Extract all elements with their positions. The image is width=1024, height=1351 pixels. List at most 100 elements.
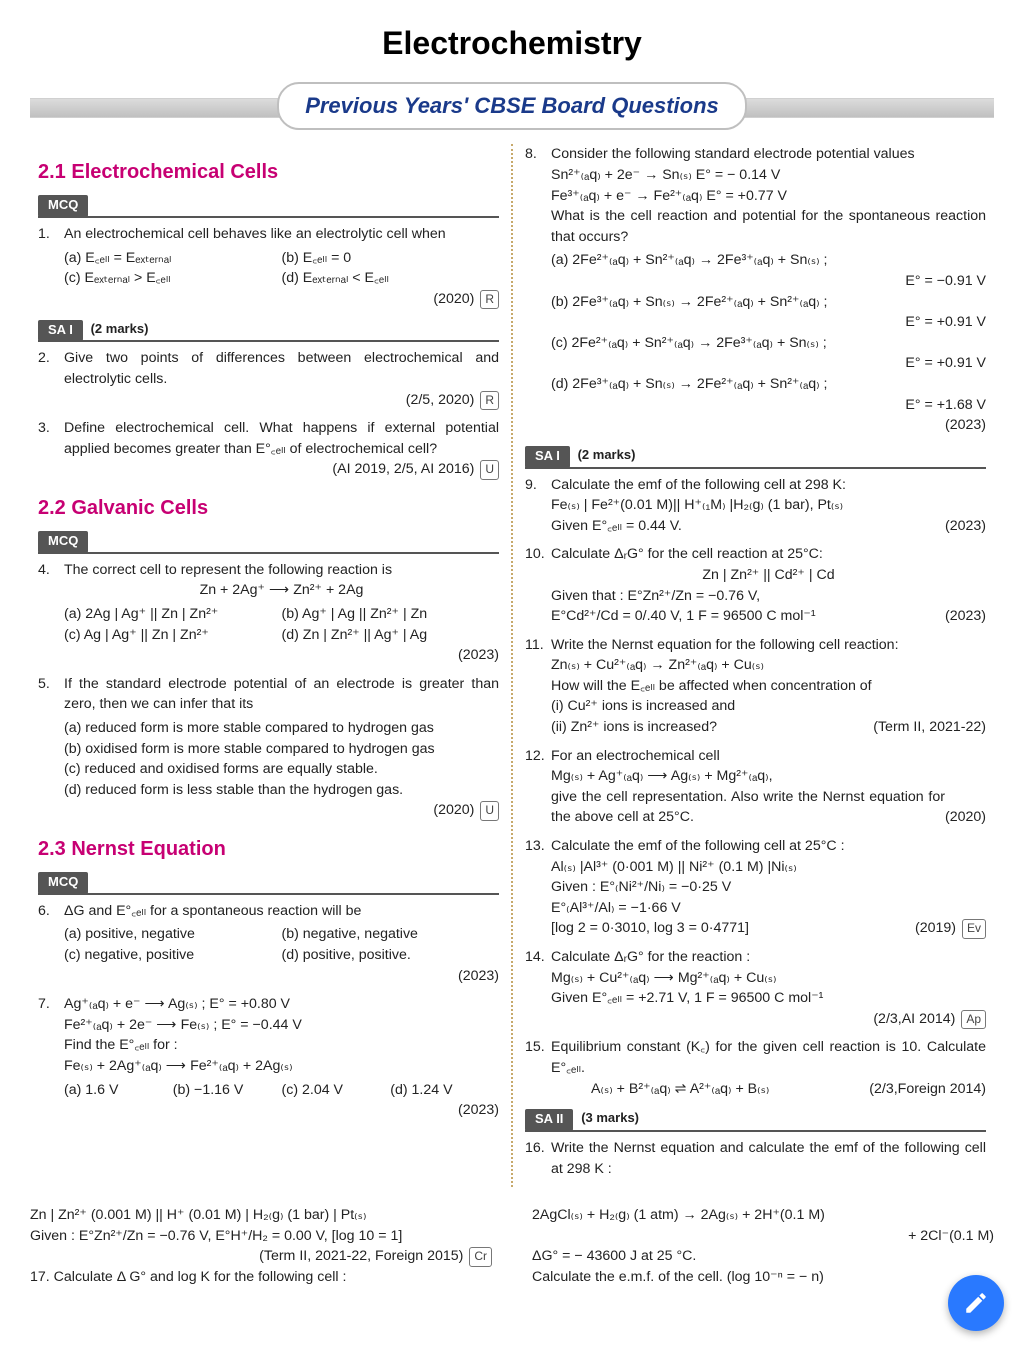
q-text: Define electrochemical cell. What happen… [64,418,499,459]
q-line: (ii) Zn²⁺ ions is increased? [551,717,717,738]
line: Calculate the e.m.f. of the cell. (log 1… [532,1267,994,1288]
line: Given : E°Zn²⁺/Zn = −0.76 V, E°H⁺/H₂ = 0… [30,1226,492,1247]
question-13: 13. Calculate the emf of the following c… [525,836,986,939]
q-text: If the standard electrode potential of a… [64,674,499,715]
opt-b: (b) negative, negative [282,924,500,945]
q-line: A₍ₛ₎ + B²⁺₍ₐq₎ ⇌ A²⁺₍ₐq₎ + B₍ₛ₎ [551,1079,769,1100]
q-text: For an electrochemical cell [551,746,986,767]
q-text: Calculate ΔᵣG° for the reaction : [551,947,986,968]
q-num: 10. [525,544,551,626]
opt-a-val: E° = −0.91 V [551,271,986,292]
opt-c: (c) Eₑₓₜₑᵣₙₐₗ > E꜀ₑₗₗ [64,268,282,289]
question-16: 16. Write the Nernst equation and calcul… [525,1138,986,1179]
section-2-3: 2.3 Nernst Equation [38,835,499,864]
q-num: 7. [38,994,64,1121]
mcq-tag: MCQ [38,195,88,217]
q-line: give the cell representation. Also write… [551,787,945,828]
opt-a: (a) 2Fe²⁺₍ₐq₎ + Sn²⁺₍ₐq₎ → 2Fe³⁺₍ₐq₎ + S… [551,250,986,271]
q-year: (2/3,Foreign 2014) [869,1079,986,1100]
question-10: 10. Calculate ΔᵣG° for the cell reaction… [525,544,986,626]
opt-c-val: E° = +0.91 V [551,353,986,374]
q-line: Sn²⁺₍ₐq₎ + 2e⁻ → Sn₍ₛ₎ E° = − 0.14 V [551,165,986,186]
opt-b-val: E° = +0.91 V [551,312,986,333]
q-year: (Term II, 2021-22) [873,717,986,738]
q-year: (2023) [945,606,986,627]
q-text: ΔG and E°꜀ₑₗₗ for a spontaneous reaction… [64,901,499,922]
q-text: Calculate ΔᵣG° for the cell reaction at … [551,544,986,565]
q-line: Ag⁺₍ₐq₎ + e⁻ ⟶ Ag₍ₛ₎ ; E° = +0.80 V [64,994,499,1015]
q-line: Fe²⁺₍ₐq₎ + 2e⁻ ⟶ Fe₍ₛ₎ ; E° = −0.44 V [64,1015,499,1036]
opt-c: (c) reduced and oxidised forms are equal… [64,759,499,780]
opt-b: (b) oxidised form is more stable compare… [64,739,499,760]
question-9: 9. Calculate the emf of the following ce… [525,475,986,537]
opt-d: (d) 2Fe³⁺₍ₐq₎ + Sn₍ₛ₎ → 2Fe²⁺₍ₐq₎ + Sn²⁺… [551,374,986,395]
column-divider [511,144,513,1187]
q-year: (2023) [945,417,986,433]
q-tag: Ev [962,919,986,938]
q-line: Given : E°₍Ni²⁺/Ni₎ = −0·25 V [551,877,986,898]
q-num: 6. [38,901,64,986]
question-3: 3. Define electrochemical cell. What hap… [38,418,499,480]
question-8: 8. Consider the following standard elect… [525,144,986,435]
question-11: 11. Write the Nernst equation for the fo… [525,635,986,738]
tag: Cr [469,1247,492,1266]
line: (Term II, 2021-22, Foreign 2015) [259,1248,463,1264]
opt-d: (d) reduced form is less stable than the… [64,780,499,801]
q-year: (2023) [945,516,986,537]
edit-fab[interactable] [948,1275,1004,1331]
pencil-icon [963,1290,989,1316]
q-num: 2. [38,348,64,410]
question-5: 5. If the standard electrode potential o… [38,674,499,821]
saii-tag: SA II [525,1109,573,1131]
line: Zn | Zn²⁺ (0.001 M) || H⁺ (0.01 M) | H₂₍… [30,1205,492,1226]
q-tag: R [480,391,499,410]
opt-c: (c) 2.04 V [282,1080,391,1101]
bottom-left: Zn | Zn²⁺ (0.001 M) || H⁺ (0.01 M) | H₂₍… [30,1205,492,1287]
q-line: Zn₍ₛ₎ + Cu²⁺₍ₐq₎ → Zn²⁺₍ₐq₎ + Cu₍ₛ₎ [551,655,986,676]
q-text: Equilibrium constant (K꜀) for the given … [551,1037,986,1078]
q-text: Give two points of differences between e… [64,348,499,389]
question-7: 7. Ag⁺₍ₐq₎ + e⁻ ⟶ Ag₍ₛ₎ ; E° = +0.80 V F… [38,994,499,1121]
q-line: Find the E°꜀ₑₗₗ for : [64,1035,499,1056]
q-year: (2/5, 2020) [406,392,475,408]
opt-a: (a) E꜀ₑₗₗ = Eₑₓₜₑᵣₙₐₗ [64,248,282,269]
q-line: What is the cell reaction and potential … [551,206,986,247]
q-text: The correct cell to represent the follow… [64,560,499,581]
marks: (3 marks) [581,1110,639,1125]
q-year: (2023) [458,647,499,663]
q-num: 1. [38,224,64,309]
question-1: 1. An electrochemical cell behaves like … [38,224,499,309]
mcq-tag: MCQ [38,872,88,894]
q-line: Given E°꜀ₑₗₗ = +2.71 V, 1 F = 96500 C mo… [551,988,986,1009]
q-year: (2023) [458,1102,499,1118]
sai-tag: SA I [38,320,83,342]
q-line: Fe³⁺₍ₐq₎ + e⁻ → Fe²⁺₍ₐq₎ E° = +0.77 V [551,186,986,207]
q-num: 12. [525,746,551,828]
opt-c: (c) 2Fe²⁺₍ₐq₎ + Sn²⁺₍ₐq₎ → 2Fe³⁺₍ₐq₎ + S… [551,333,986,354]
q-line: Zn | Zn²⁺ || Cd²⁺ | Cd [551,565,986,586]
opt-d: (d) Zn | Zn²⁺ || Ag⁺ | Ag [282,625,500,646]
mcq-tag: MCQ [38,531,88,553]
question-6: 6. ΔG and E°꜀ₑₗₗ for a spontaneous react… [38,901,499,986]
q-num: 4. [38,560,64,666]
banner-text: Previous Years' CBSE Board Questions [277,82,747,130]
marks: (2 marks) [91,321,149,336]
page-title: Electrochemistry [0,0,1024,84]
q-line: Given E°꜀ₑₗₗ = 0.44 V. [551,516,682,537]
right-column: 8. Consider the following standard elect… [517,144,994,1187]
q-num: 11. [525,635,551,738]
opt-b: (b) E꜀ₑₗₗ = 0 [282,248,500,269]
q-year: (2020) [433,291,474,307]
opt-b: (b) 2Fe³⁺₍ₐq₎ + Sn₍ₛ₎ → 2Fe²⁺₍ₐq₎ + Sn²⁺… [551,292,986,313]
q-year: (2020) [945,807,986,828]
line: 2AgCl₍ₛ₎ + H₂₍g₎ (1 atm) → 2Ag₍ₛ₎ + 2H⁺(… [532,1205,994,1226]
q-num: 3. [38,418,64,480]
opt-d: (d) positive, positive. [282,945,500,966]
opt-d-val: E° = +1.68 V [551,395,986,416]
q-tag: U [480,460,499,479]
q-line: Mg₍ₛ₎ + Cu²⁺₍ₐq₎ ⟶ Mg²⁺₍ₐq₎ + Cu₍ₛ₎ [551,968,986,989]
q-year: (2020) [433,802,474,818]
line: + 2Cl⁻(0.1 M) [532,1226,994,1247]
left-column: 2.1 Electrochemical Cells MCQ 1. An elec… [30,144,507,1187]
opt-a: (a) positive, negative [64,924,282,945]
